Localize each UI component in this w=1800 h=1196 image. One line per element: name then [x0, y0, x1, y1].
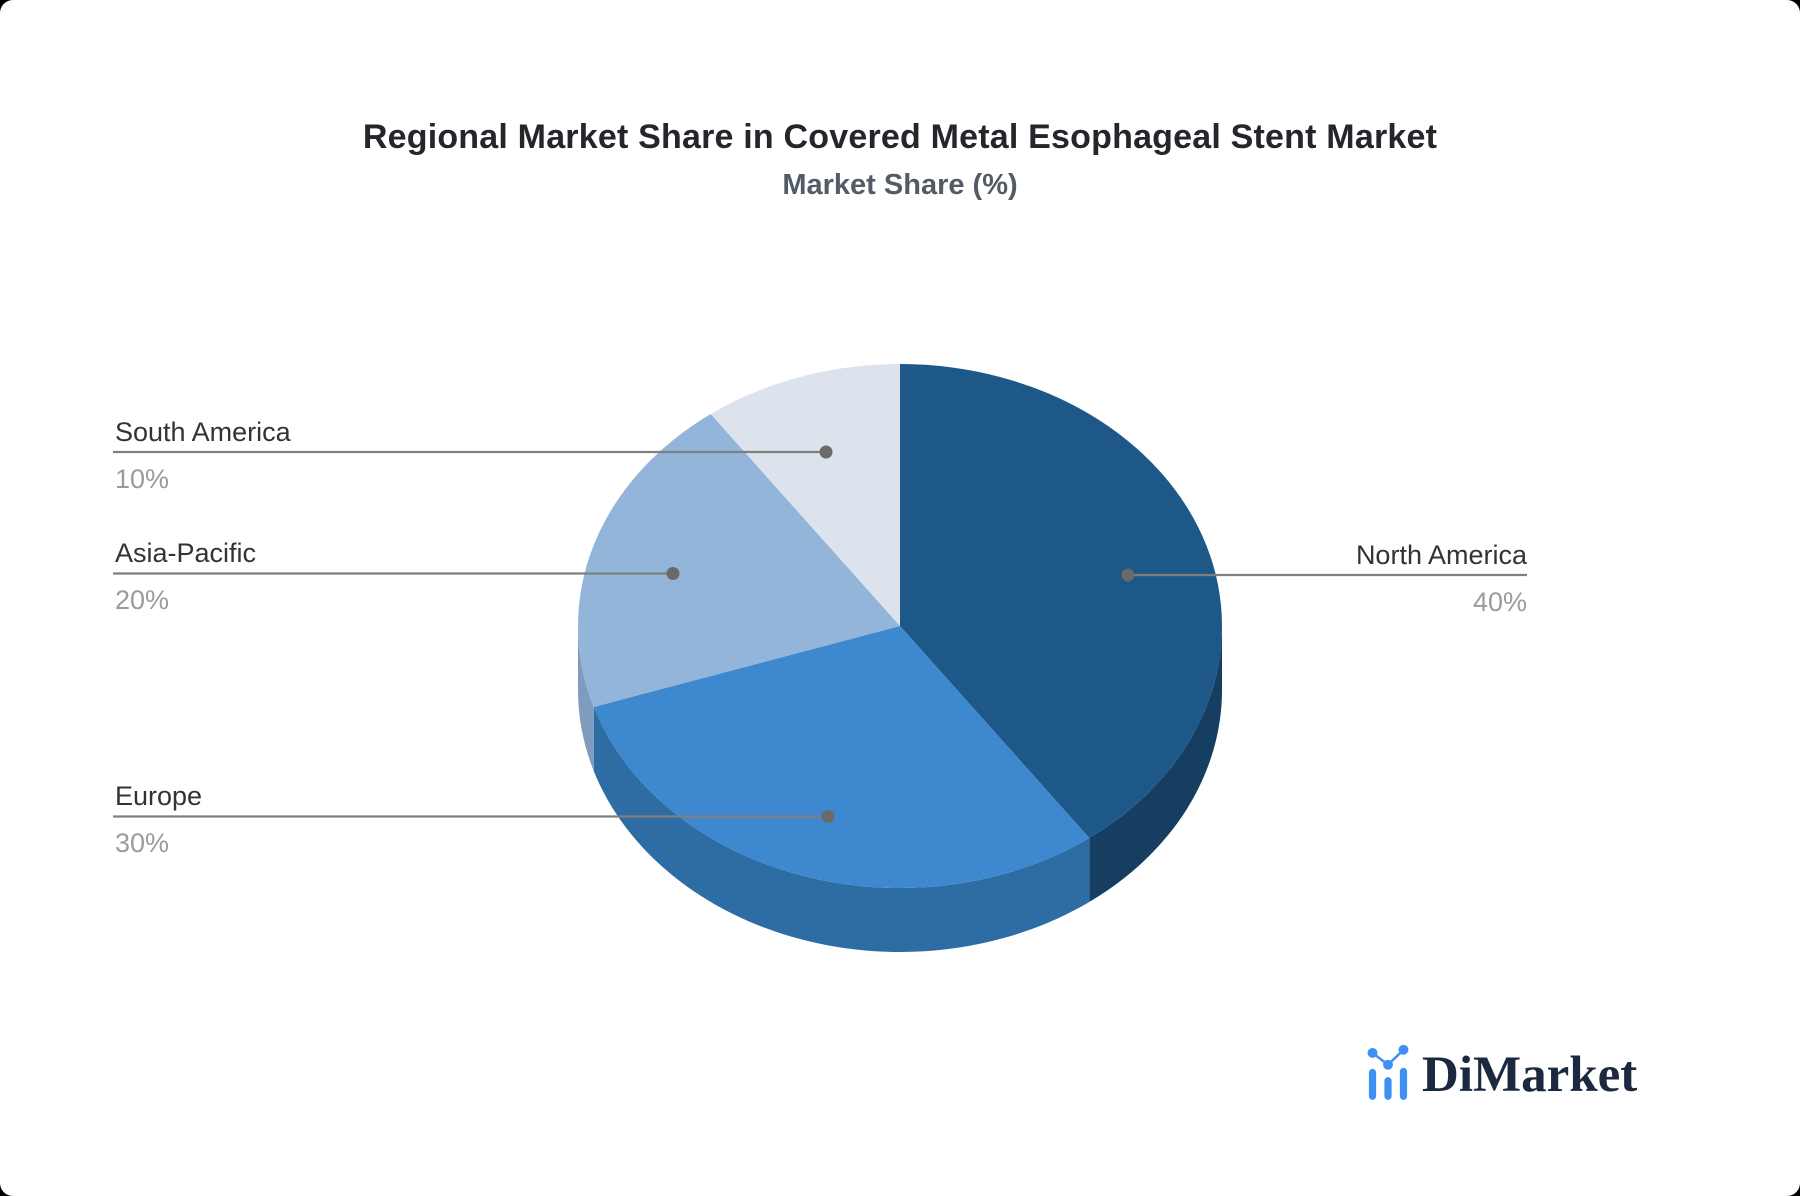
value-asia-pacific: 20%: [115, 585, 169, 615]
value-south-america: 10%: [115, 464, 169, 494]
page-title: Regional Market Share in Covered Metal E…: [362, 118, 1438, 156]
leader-dot-asia-pacific: [666, 567, 680, 580]
value-north-america: 40%: [1473, 587, 1527, 617]
pie-slice-asia-pacific[interactable]: [578, 414, 900, 707]
leader-dot-north-america: [1121, 568, 1135, 582]
value-europe: 30%: [115, 828, 169, 858]
pie-3d-sides: [578, 626, 1222, 953]
pie-slice-north-america[interactable]: [900, 364, 1222, 838]
leader-dot-europe: [821, 810, 835, 823]
page-subtitle: Market Share (%): [782, 169, 1018, 201]
pie-slice-europe[interactable]: [593, 626, 1090, 888]
label-asia-pacific: Asia-Pacific: [115, 538, 256, 568]
pie-slice-side-europe: [593, 706, 1090, 953]
leader-lines: [113, 445, 1527, 823]
label-south-america: South America: [115, 417, 292, 447]
label-europe: Europe: [115, 781, 202, 811]
pie-slice-side-asia-pacific: [578, 626, 594, 771]
pie-slice-south-america[interactable]: [710, 364, 900, 626]
pie-slice-side-north-america: [1089, 626, 1222, 902]
label-north-america: North America: [1356, 540, 1528, 570]
leader-dot-south-america: [819, 445, 833, 459]
pie-slices: [578, 364, 1222, 888]
